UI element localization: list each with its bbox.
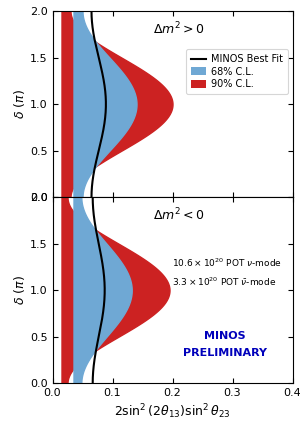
Y-axis label: $\delta\ (\pi)$: $\delta\ (\pi)$ xyxy=(12,89,27,119)
Text: MINOS: MINOS xyxy=(205,331,246,341)
Text: $\Delta m^2 < 0$: $\Delta m^2 < 0$ xyxy=(153,206,205,223)
X-axis label: $2\sin^2(2\theta_{13})\sin^2\theta_{23}$: $2\sin^2(2\theta_{13})\sin^2\theta_{23}$ xyxy=(114,402,231,421)
Legend: MINOS Best Fit, 68% C.L., 90% C.L.: MINOS Best Fit, 68% C.L., 90% C.L. xyxy=(187,50,288,94)
Text: $10.6\times10^{20}$ POT $\nu$-mode: $10.6\times10^{20}$ POT $\nu$-mode xyxy=(172,256,282,269)
Text: PRELIMINARY: PRELIMINARY xyxy=(183,348,267,358)
Text: $3.3\times10^{20}$ POT $\bar{\nu}$-mode: $3.3\times10^{20}$ POT $\bar{\nu}$-mode xyxy=(172,275,277,288)
Y-axis label: $\delta\ (\pi)$: $\delta\ (\pi)$ xyxy=(12,275,27,305)
Text: $\Delta m^2 > 0$: $\Delta m^2 > 0$ xyxy=(153,20,205,37)
